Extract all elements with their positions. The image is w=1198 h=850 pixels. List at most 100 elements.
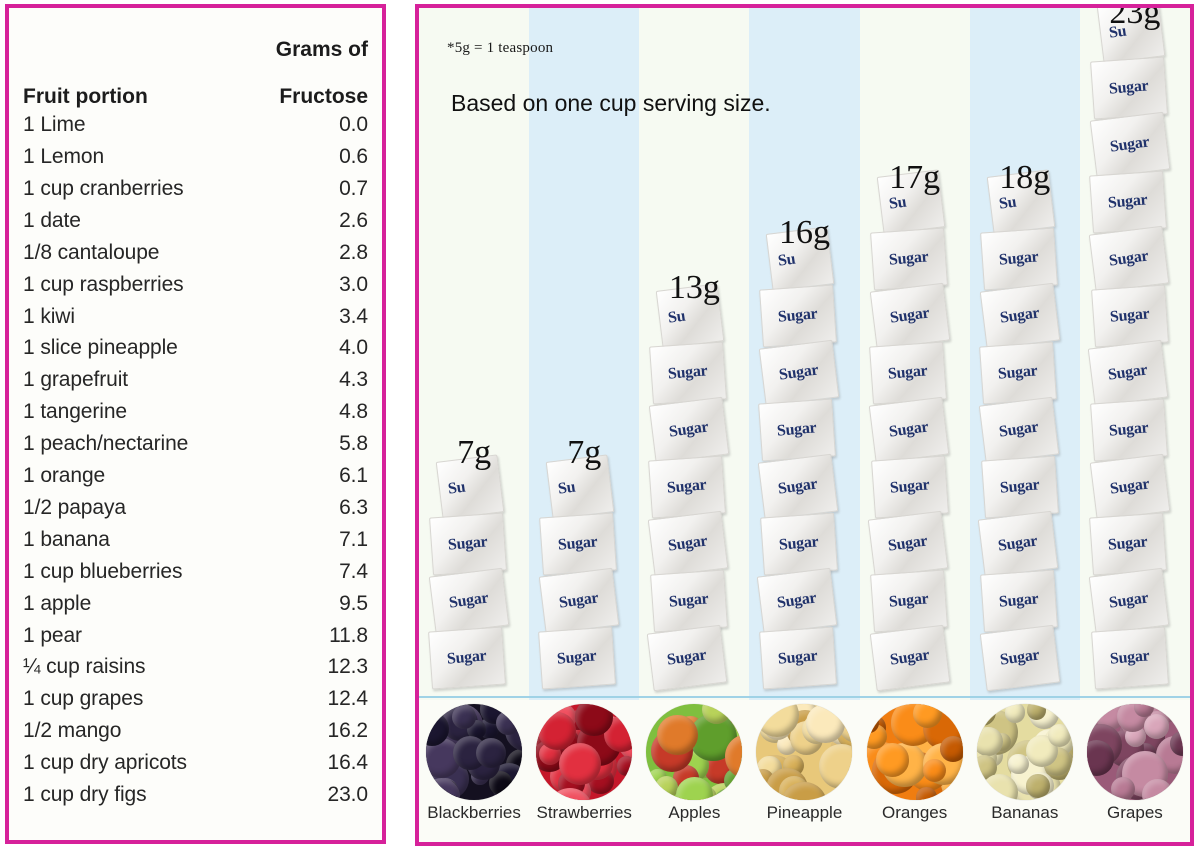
sugar-packet-stack: Su Sugar Sugar Sugar Sugar Sugar Sugar Sugar Sug… xyxy=(977,169,1068,692)
fruit-portion-cell: 1 Lemon xyxy=(23,144,105,168)
table-row: 1 grapefruit 4.3 xyxy=(23,364,368,396)
sugar-packet: Sugar xyxy=(429,512,507,576)
sugar-packet-label: Sugar xyxy=(1108,77,1150,98)
fruit-name-label: Apples xyxy=(668,803,721,822)
sugar-packet: Sugar xyxy=(538,567,620,635)
sugar-packet-label: Sugar xyxy=(668,418,710,441)
fructose-grams-cell: 6.1 xyxy=(339,464,368,488)
sugar-packet: Sugar xyxy=(1088,225,1170,293)
pineapple-photo xyxy=(756,704,853,800)
strawberries-photo xyxy=(536,704,633,800)
sugar-packet-stack: Su Sugar Sugar Sugar Sugar Sugar Sugar xyxy=(647,283,737,692)
fruit-photo-cell: Pineapple xyxy=(749,700,859,842)
sugar-packet: Sugar xyxy=(1089,398,1168,462)
fruit-texture-dot xyxy=(1026,774,1050,798)
fruit-portion-cell: 1 cup cranberries xyxy=(23,176,184,200)
sugar-packet: Sugar xyxy=(428,567,510,635)
fructose-grams-cell: 5.8 xyxy=(339,432,368,456)
sugar-packet-stack: Su Sugar Sugar Sugar Sugar Sugar Sugar Sugar Sug… xyxy=(867,169,958,692)
sugar-packet: Sugar xyxy=(648,455,727,519)
sugar-packet-label: Sugar xyxy=(1108,419,1150,440)
sugar-packet-label: Sugar xyxy=(668,590,710,611)
table-row: 1 tangerine 4.8 xyxy=(23,396,368,428)
sugar-packet: Sugar xyxy=(978,396,1060,464)
sugar-packet-label: Sugar xyxy=(558,589,600,612)
fruit-texture-dot xyxy=(616,756,633,776)
sugar-packet: Sugar xyxy=(1088,567,1170,635)
sugar-packet-label: Sugar xyxy=(1109,647,1151,668)
fruit-texture-dot xyxy=(1008,753,1029,775)
column-value-label: 23g xyxy=(1109,4,1161,31)
fruit-texture-dot xyxy=(1086,704,1101,721)
sugar-packet-label: Sugar xyxy=(776,589,819,612)
fruit-texture-dot xyxy=(1143,713,1170,740)
sugar-packet: Sugar xyxy=(979,227,1058,291)
sugar-packet-stack: Su Sugar Sugar Sugar Sugar Sugar Sugar Sugar Sug… xyxy=(1087,8,1178,690)
fructose-grams-cell: 0.7 xyxy=(339,176,368,200)
sugar-packet-label: Sugar xyxy=(1107,533,1149,554)
sugar-packet: Sugar xyxy=(757,567,838,635)
sugar-packet: Sugar xyxy=(759,339,840,407)
sugar-packet: Sugar xyxy=(1089,56,1168,120)
fructose-grams-cell: 0.6 xyxy=(339,144,368,168)
table-row: 1 cup blueberries 7.4 xyxy=(23,556,368,588)
fruit-texture-dot xyxy=(702,704,732,725)
fructose-grams-cell: 3.0 xyxy=(339,272,368,296)
column-value-label: 17g xyxy=(889,159,941,196)
sugar-packet-label: Sugar xyxy=(667,532,709,555)
sugar-packet-label: Sugar xyxy=(887,362,928,383)
serving-size-note: Based on one cup serving size. xyxy=(451,90,771,116)
fruit-portion-cell: 1 cup grapes xyxy=(23,687,144,711)
sugar-packet: Sugar xyxy=(1090,626,1169,690)
sugar-packet: Sugar xyxy=(868,396,949,464)
sugar-packet-label: Su xyxy=(557,478,577,498)
fruit-texture-dot xyxy=(489,771,513,795)
sugar-chart-panel: *5g = 1 teaspoon Based on one cup servin… xyxy=(415,4,1194,846)
table-row: 1 kiwi 3.4 xyxy=(23,301,368,333)
fruit-portion-cell: 1 cup blueberries xyxy=(23,559,183,583)
fructose-grams-cell: 4.3 xyxy=(339,368,368,392)
sugar-packet: Sugar xyxy=(428,626,506,690)
sugar-packet: Sugar xyxy=(538,626,617,690)
fruit-name-label: Grapes xyxy=(1107,803,1163,822)
sugar-packet: Sugar xyxy=(978,341,1057,405)
fructose-grams-cell: 16.4 xyxy=(327,751,369,775)
fruit-photo-cell: Grapes xyxy=(1080,700,1190,842)
fruit-portion-cell: 1 peach/nectarine xyxy=(23,432,189,456)
column-value-label: 7g xyxy=(457,434,492,471)
chart-area: *5g = 1 teaspoon Based on one cup servin… xyxy=(419,8,1190,842)
fructose-grams-cell: 11.8 xyxy=(329,623,368,647)
fruit-photo-cell: Oranges xyxy=(860,700,970,842)
fructose-grams-cell: 3.4 xyxy=(339,304,368,328)
sugar-packet-label: Sugar xyxy=(1108,589,1150,612)
fruit-texture-dot xyxy=(1048,724,1072,748)
sugar-packet-label: Sugar xyxy=(888,248,929,269)
sugar-packet: Sugar xyxy=(1088,512,1167,576)
fruit-portion-cell: 1/8 cantaloupe xyxy=(23,240,160,264)
sugar-packet-label: Sugar xyxy=(1109,475,1151,498)
fruit-portion-cell: 1 slice pineapple xyxy=(23,336,178,360)
fruit-texture-dot xyxy=(536,704,557,716)
fruit-texture-dot xyxy=(656,714,698,756)
sugar-packet: Sugar xyxy=(980,455,1059,519)
column-value-label: 13g xyxy=(668,269,720,306)
fruit-portion-cell: ¼ cup raisins xyxy=(23,655,146,679)
sugar-packet: Sugar xyxy=(1089,453,1171,521)
fruit-portion-cell: 1 date xyxy=(23,208,81,232)
sugar-packet-label: Sugar xyxy=(1108,247,1150,270)
fruit-name-label: Oranges xyxy=(882,803,948,822)
sugar-packet: Sugar xyxy=(979,624,1061,692)
fruit-photo-cell: Strawberries xyxy=(529,700,639,842)
sugar-packet-columns: Su Sugar Sugar Sugar 7g Su Sugar Sugar Sugar 7g Su… xyxy=(419,8,1190,696)
table-row: 1/2 papaya 6.3 xyxy=(23,492,368,524)
fruit-portion-cell: 1 orange xyxy=(23,464,106,488)
fruit-portion-cell: 1 cup dry figs xyxy=(23,783,147,807)
table-row: 1/2 mango 16.2 xyxy=(23,715,368,747)
sugar-packet-label: Sugar xyxy=(447,533,489,554)
sugar-packet-label: Su xyxy=(777,250,797,270)
fruit-name-label: Blackberries xyxy=(427,803,521,822)
sugar-packet: Sugar xyxy=(869,282,950,350)
sugar-packet-label: Sugar xyxy=(446,647,488,668)
sugar-packet: Sugar xyxy=(650,569,729,633)
sugar-packet-label: Sugar xyxy=(886,532,929,555)
